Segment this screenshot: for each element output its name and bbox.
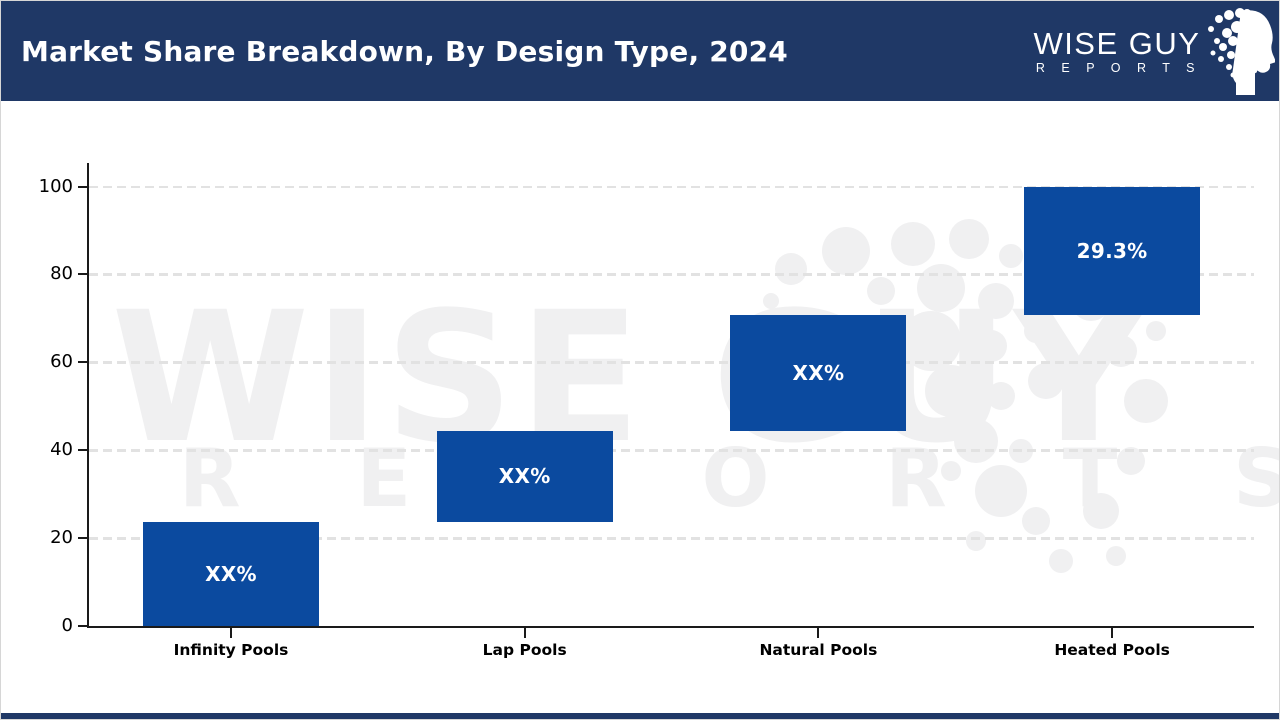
bar-lap-pools: XX% [436,430,613,522]
x-tick-label-lap-pools: Lap Pools [482,641,567,659]
y-axis-line [86,163,89,628]
footer-bar [1,713,1279,719]
bar-value-label: XX% [205,561,257,586]
x-axis-line [86,625,1254,628]
logo-name: WISE GUY [1033,25,1201,61]
gridline-100 [89,185,1254,189]
page-title: Market Share Breakdown, By Design Type, … [21,34,788,68]
y-tick-label-0: 0 [61,615,73,636]
y-tick-label-60: 60 [50,351,73,373]
y-tick-label-80: 80 [50,263,73,285]
bar-infinity-pools: XX% [143,521,319,626]
y-tick-40 [78,449,87,452]
logo-subtitle: R E P O R T S [1035,60,1201,75]
y-tick-label-40: 40 [50,439,73,461]
watermark-dots-head [763,219,1168,573]
y-tick-100 [78,185,87,188]
y-tick-label-20: 20 [50,527,73,549]
y-tick-20 [78,537,87,540]
logo-text: WISE GUY R E P O R T S [1033,25,1201,75]
bar-value-label: XX% [792,361,845,386]
header-bar: Market Share Breakdown, By Design Type, … [1,1,1279,101]
y-tick-60 [78,361,87,364]
bar-heated-pools: 29.3% [1024,186,1201,316]
bar-natural-pools: XX% [730,315,907,431]
y-tick-80 [78,273,87,276]
wise-guy-reports-logo: WISE GUY R E P O R T S [1033,7,1275,95]
gridline-60 [89,361,1254,364]
x-tick-label-infinity-pools: Infinity Pools [173,641,289,659]
gridline-40 [89,449,1254,452]
x-tick-2 [817,628,820,638]
x-tick-3 [1111,628,1114,638]
y-tick-label-100: 100 [38,175,73,197]
bar-value-label: 29.3% [1076,238,1148,263]
bar-value-label: XX% [498,464,551,489]
y-tick-0 [78,625,87,627]
x-tick-1 [523,628,526,638]
logo-head-icon [1208,8,1275,95]
gridline-20 [89,537,1254,540]
x-tick-label-natural-pools: Natural Pools [759,641,878,659]
gridline-80 [89,273,1254,276]
x-tick-label-heated-pools: Heated Pools [1054,641,1170,659]
x-tick-0 [230,628,232,638]
